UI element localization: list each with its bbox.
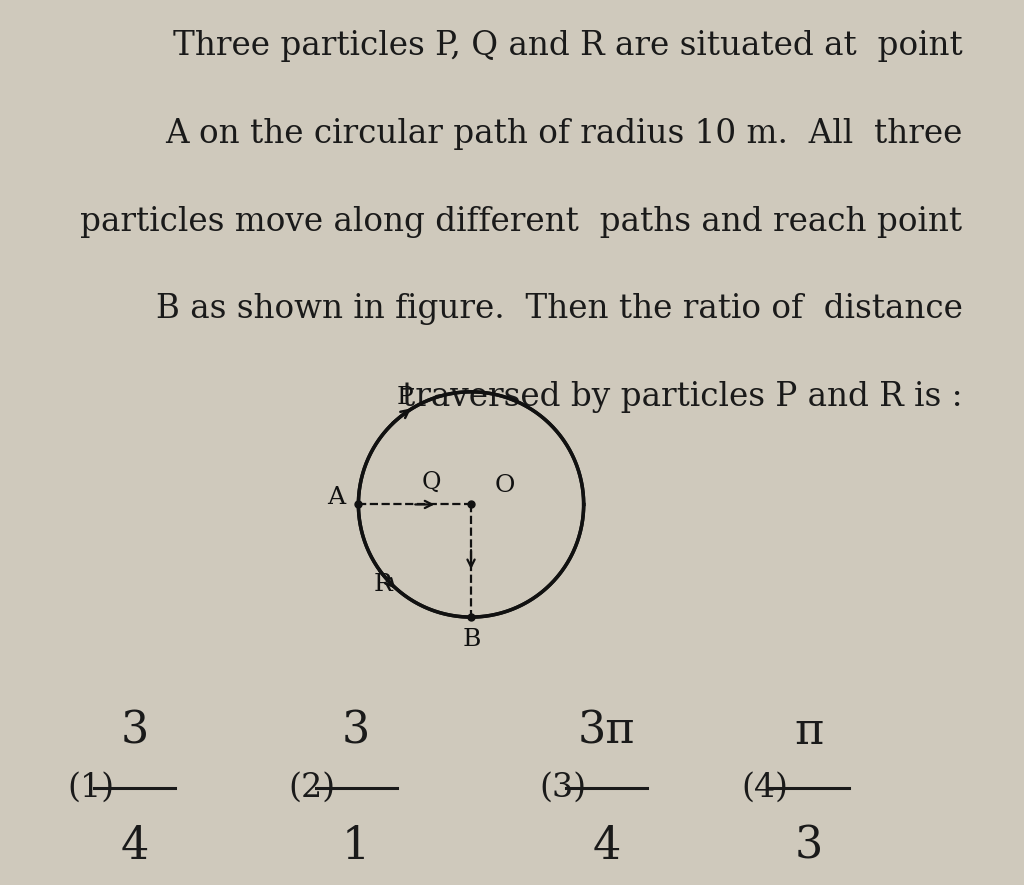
Text: 1: 1 — [342, 825, 371, 867]
Text: (4): (4) — [741, 772, 788, 804]
Text: A: A — [327, 486, 345, 509]
Text: 3: 3 — [121, 710, 148, 752]
Text: 4: 4 — [592, 825, 621, 867]
Text: particles move along different  paths and reach point: particles move along different paths and… — [81, 206, 963, 238]
Text: traversed by particles P and R is :: traversed by particles P and R is : — [402, 381, 963, 413]
Text: (2): (2) — [289, 772, 336, 804]
Text: Q: Q — [422, 471, 441, 494]
Text: A on the circular path of radius 10 m.  All  three: A on the circular path of radius 10 m. A… — [165, 118, 963, 150]
Text: 3π: 3π — [578, 710, 635, 752]
Text: P: P — [396, 386, 413, 409]
Text: (3): (3) — [539, 772, 586, 804]
Text: B as shown in figure.  Then the ratio of  distance: B as shown in figure. Then the ratio of … — [156, 294, 963, 326]
Text: 3: 3 — [795, 825, 822, 867]
Text: π: π — [794, 710, 823, 752]
Text: Three particles P, Q and R are situated at  point: Three particles P, Q and R are situated … — [173, 30, 963, 63]
Text: 3: 3 — [342, 710, 371, 752]
Text: O: O — [495, 473, 515, 496]
Text: (1): (1) — [68, 772, 115, 804]
Text: B: B — [463, 628, 481, 651]
Text: 4: 4 — [121, 825, 148, 867]
Text: R: R — [373, 573, 392, 596]
